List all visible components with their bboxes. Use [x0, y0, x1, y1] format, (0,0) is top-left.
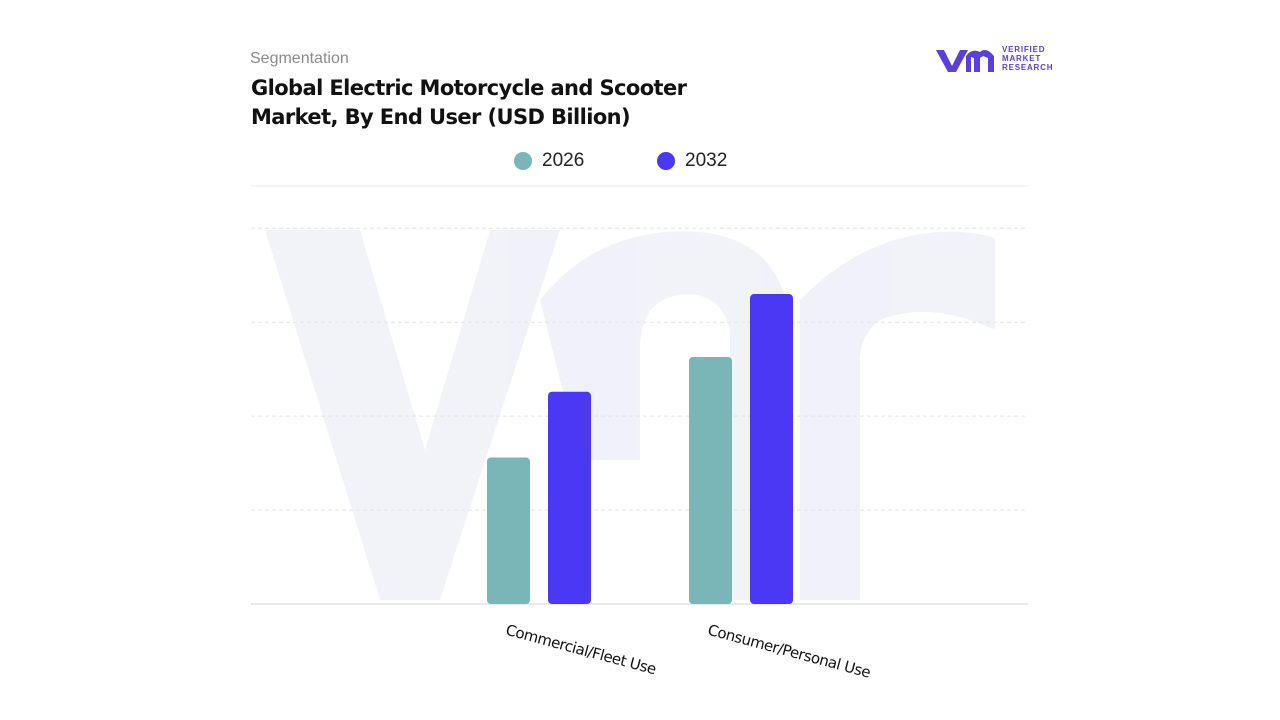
bar: [548, 391, 591, 604]
logo-text: RESEARCH: [1002, 63, 1053, 72]
legend-swatch: [514, 152, 532, 170]
logo-text: VERIFIED: [1002, 45, 1045, 54]
chart-title: Global Electric Motorcycle and Scooter M…: [251, 76, 687, 129]
logo-text: MARKET: [1002, 54, 1041, 63]
subtitle: Segmentation: [250, 50, 349, 67]
x-tick-label: Commercial/Fleet Use: [504, 621, 658, 678]
legend-label: 2026: [542, 150, 584, 171]
logo: [936, 50, 994, 72]
x-tick-label: Consumer/Personal Use: [706, 621, 873, 682]
legend-swatch: [657, 152, 675, 170]
bar: [750, 294, 793, 604]
bar: [487, 457, 530, 604]
bar: [689, 356, 732, 604]
watermark: [265, 230, 995, 600]
legend-label: 2032: [685, 150, 727, 171]
